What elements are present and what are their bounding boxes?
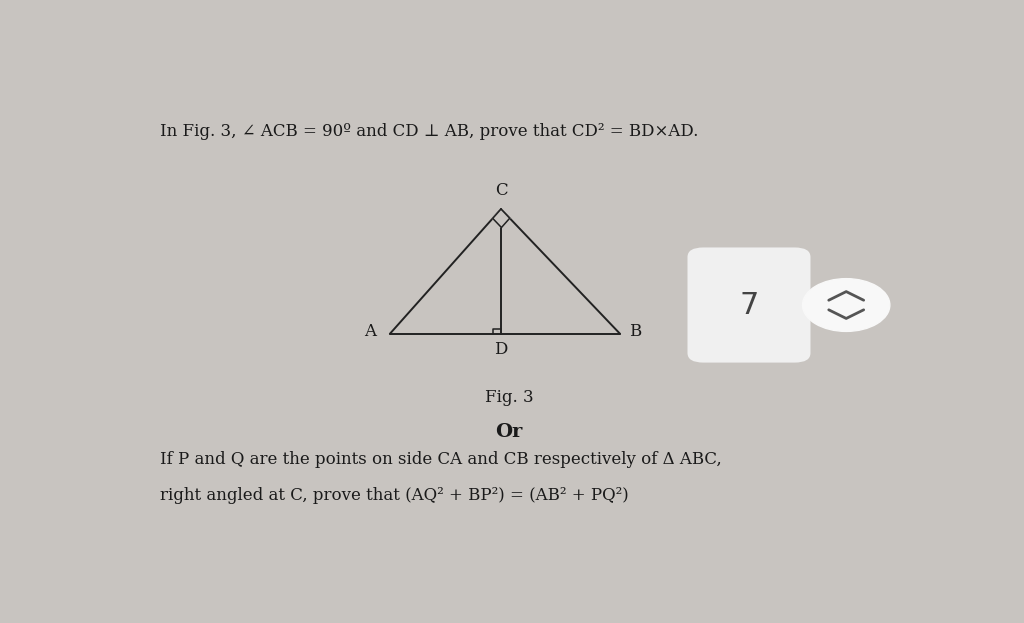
Text: right angled at C, prove that (AQ² + BP²) = (AB² + PQ²): right angled at C, prove that (AQ² + BP²… xyxy=(160,487,629,504)
Text: B: B xyxy=(629,323,641,340)
Text: C: C xyxy=(495,181,507,199)
Text: If P and Q are the points on side CA and CB respectively of Δ ABC,: If P and Q are the points on side CA and… xyxy=(160,451,722,468)
Text: D: D xyxy=(495,341,508,358)
Circle shape xyxy=(803,278,890,331)
Text: In Fig. 3, ∠ ACB = 90º and CD ⊥ AB, prove that CD² = BD×AD.: In Fig. 3, ∠ ACB = 90º and CD ⊥ AB, prov… xyxy=(160,123,698,140)
Text: 7: 7 xyxy=(739,290,759,320)
Polygon shape xyxy=(493,209,510,227)
Text: Or: Or xyxy=(496,422,522,440)
Text: A: A xyxy=(364,323,376,340)
FancyBboxPatch shape xyxy=(687,247,811,363)
Text: Fig. 3: Fig. 3 xyxy=(484,389,534,406)
